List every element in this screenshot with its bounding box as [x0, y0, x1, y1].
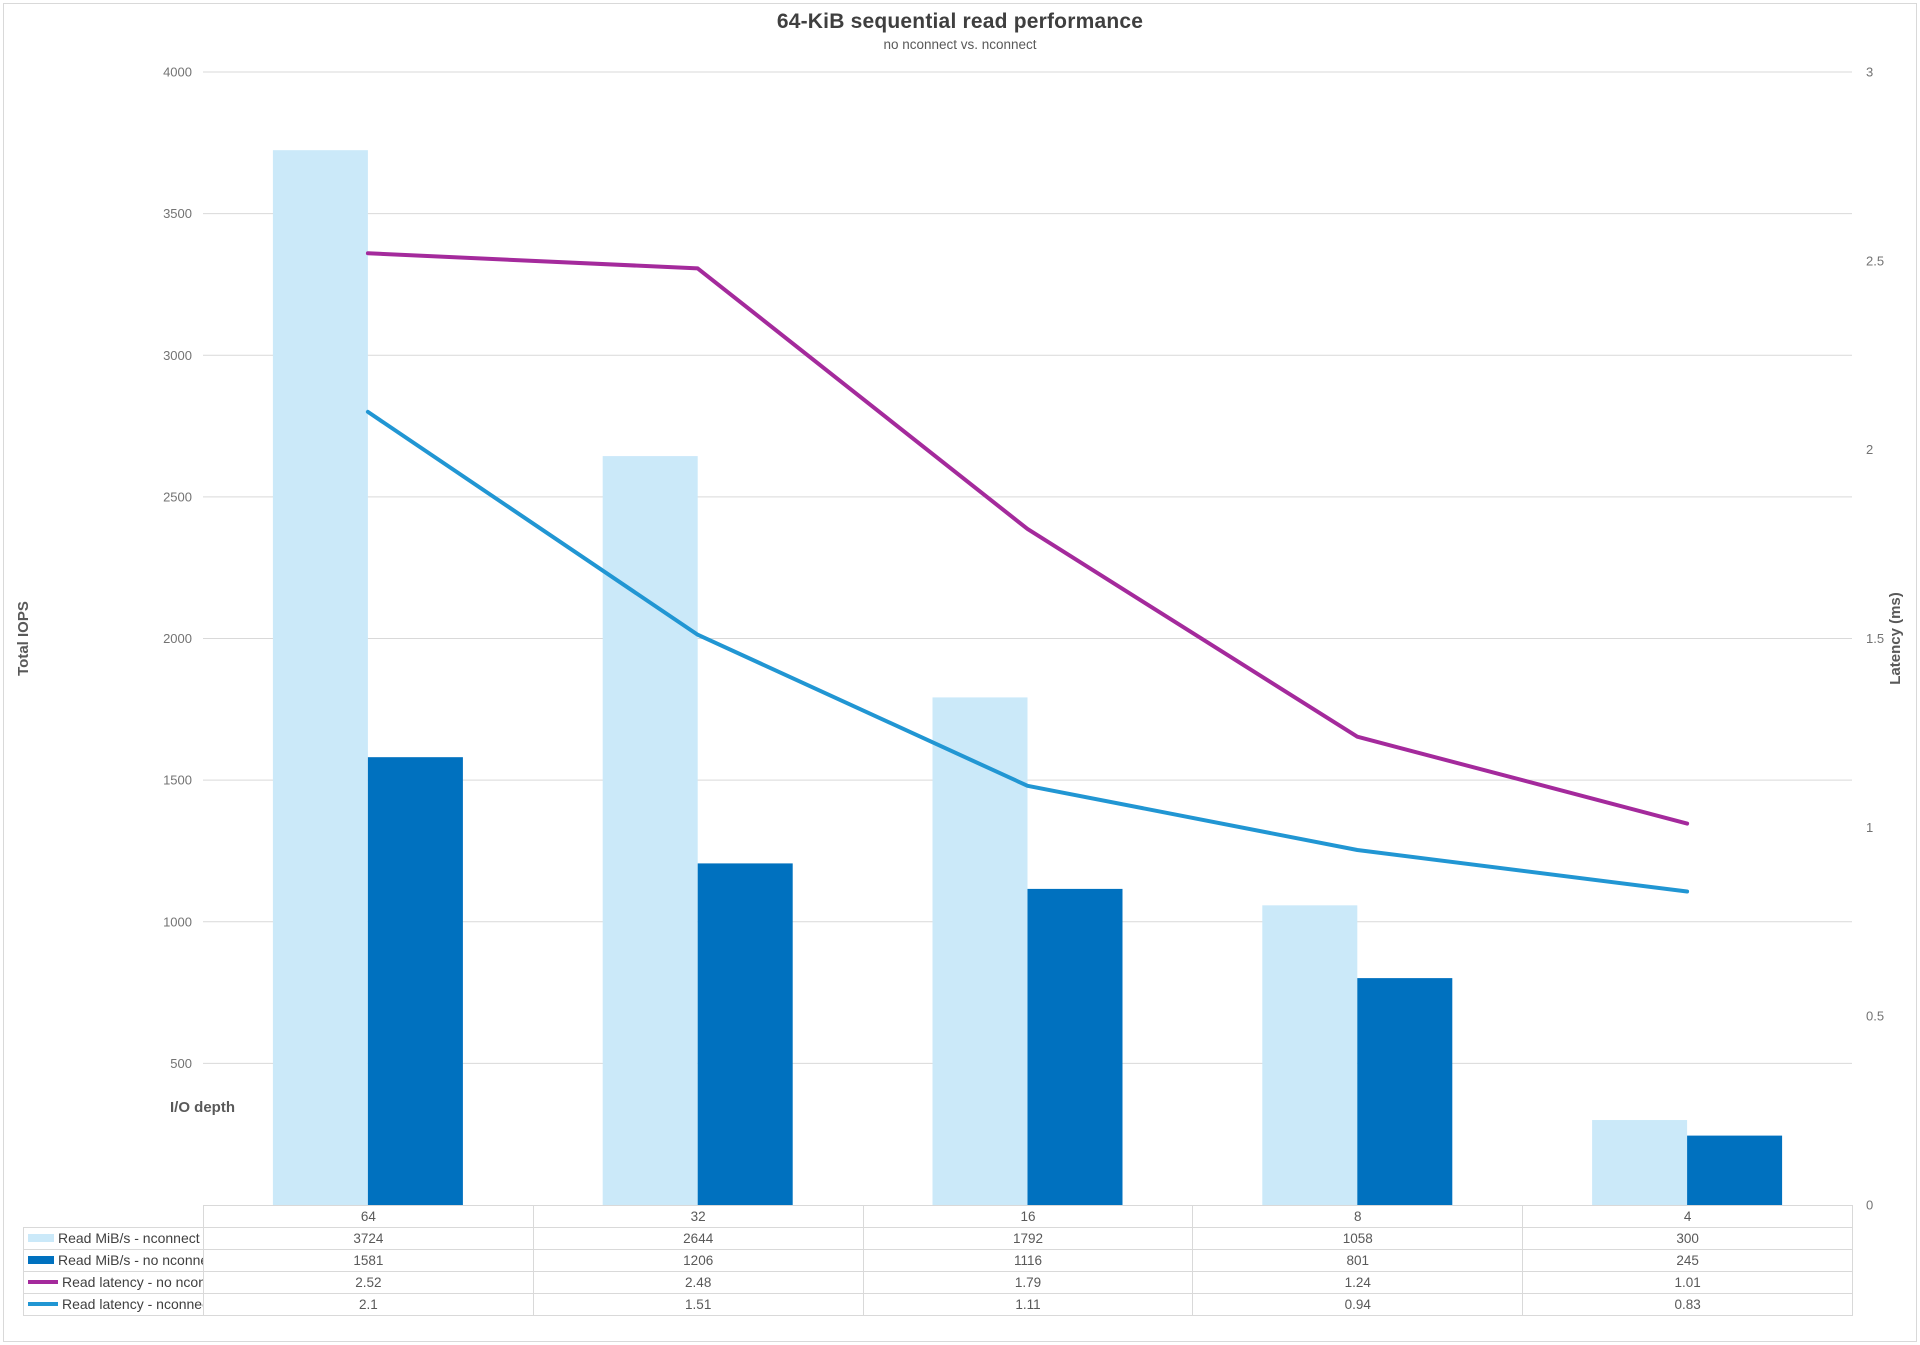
table-value-cell: 2.1: [203, 1293, 534, 1316]
bar-read-mib-s-nconnect: [1592, 1120, 1688, 1205]
right-axis-tick: 2.5: [1866, 253, 1884, 268]
left-axis-title: Total IOPS: [8, 72, 38, 1205]
left-axis-tick: 3000: [163, 348, 192, 363]
table-value-cell: 300: [1522, 1227, 1853, 1250]
table-value-cell: 1206: [532, 1249, 864, 1272]
data-table: 64 32 16 8 4 Read MiB/s - nconnect 3724 2644 179…: [23, 1205, 1853, 1316]
table-value-cell: 2.52: [203, 1271, 534, 1294]
right-axis-tick: 3: [1866, 65, 1873, 80]
legend-swatch-read-mib-s-nconnect: [28, 1234, 54, 1243]
table-value-cell: 1.11: [862, 1293, 1194, 1316]
table-value-cell: 1.51: [532, 1293, 864, 1316]
table-value-cell: 1.01: [1522, 1271, 1853, 1294]
table-corner-blank: [24, 1206, 204, 1228]
right-axis-tick: 0.5: [1866, 1009, 1884, 1024]
left-axis-tick: 500: [170, 1056, 192, 1071]
chart-header: 64-KiB sequential read performance no nc…: [0, 10, 1920, 52]
legend-cell-read-latency-no-nconnect: Read latency - no nconnect: [23, 1271, 204, 1294]
legend-swatch-read-latency-no-nconnect: [28, 1280, 58, 1285]
legend-label: Read MiB/s - nconnect: [58, 1230, 200, 1246]
table-category-header: 8: [1192, 1205, 1524, 1228]
right-axis-tick: 0: [1866, 1198, 1873, 1213]
left-axis-tick: 4000: [163, 65, 192, 80]
legend-label: Read MiB/s - no nconnect: [58, 1252, 204, 1268]
left-axis-tick: 2500: [163, 489, 192, 504]
table-value-cell: 1116: [862, 1249, 1194, 1272]
right-axis-title-text: Latency (ms): [1886, 592, 1904, 685]
bar-read-mib-s-no-nconnect: [367, 757, 463, 1205]
line-read-latency-nconnect: [365, 409, 1690, 894]
bar-read-mib-s-nconnect: [272, 150, 368, 1205]
legend-cell-read-latency-nconnect: Read latency - nconnect: [23, 1293, 204, 1316]
table-value-cell: 1581: [203, 1249, 534, 1272]
table-row-read-latency-nconnect: Read latency - nconnect 2.1 1.51 1.11 0.94 0.…: [23, 1293, 1853, 1316]
table-value-cell: 3724: [203, 1227, 534, 1250]
table-category-header: 32: [532, 1205, 864, 1228]
left-axis-tick: 1500: [163, 773, 192, 788]
left-axis-tick: 3500: [163, 206, 192, 221]
table-value-cell: 0.94: [1192, 1293, 1524, 1316]
x-axis-title: I/O depth: [170, 1099, 235, 1116]
bar-read-mib-s-no-nconnect: [1357, 978, 1453, 1205]
table-value-cell: 1.79: [862, 1271, 1194, 1294]
legend-label: Read latency - nconnect: [62, 1296, 204, 1312]
right-axis-tick: 2: [1866, 442, 1873, 457]
legend-swatch-read-latency-nconnect: [28, 1302, 58, 1307]
bar-read-mib-s-no-nconnect: [1687, 1135, 1783, 1205]
bar-read-mib-s-nconnect: [602, 456, 698, 1205]
legend-cell-read-mib-s-no-nconnect: Read MiB/s - no nconnect: [23, 1249, 204, 1272]
table-value-cell: 245: [1522, 1249, 1853, 1272]
left-axis-tick: 2000: [163, 631, 192, 646]
legend-cell-read-mib-s-nconnect: Read MiB/s - nconnect: [23, 1227, 204, 1250]
left-axis-title-text: Total IOPS: [14, 601, 32, 676]
table-category-header: 4: [1522, 1205, 1853, 1228]
legend-label: Read latency - no nconnect: [62, 1274, 204, 1290]
table-category-header: 16: [862, 1205, 1194, 1228]
right-axis-tick: 1: [1866, 820, 1873, 835]
table-category-header: 64: [203, 1205, 534, 1228]
table-value-cell: 2644: [532, 1227, 864, 1250]
table-value-cell: 1792: [862, 1227, 1194, 1250]
bar-read-mib-s-no-nconnect: [697, 863, 793, 1205]
bar-read-mib-s-no-nconnect: [1027, 888, 1123, 1205]
table-value-cell: 2.48: [532, 1271, 864, 1294]
chart-subtitle: no nconnect vs. nconnect: [883, 37, 1037, 52]
bar-read-mib-s-nconnect: [1262, 905, 1358, 1205]
chart-title: 64-KiB sequential read performance: [776, 10, 1144, 33]
legend-swatch-read-mib-s-no-nconnect: [28, 1256, 54, 1265]
right-axis-title: Latency (ms): [1880, 72, 1910, 1205]
table-value-cell: 1058: [1192, 1227, 1524, 1250]
table-row-read-mib-s-no-nconnect: Read MiB/s - no nconnect 1581 1206 1116 801 2…: [23, 1249, 1853, 1272]
line-read-latency-no-nconnect: [365, 251, 1690, 826]
table-row-read-latency-no-nconnect: Read latency - no nconnect2.522.481.791.…: [23, 1271, 1853, 1294]
table-header-row: 64 32 16 8 4: [24, 1205, 1853, 1228]
table-row-read-mib-s-nconnect: Read MiB/s - nconnect 3724 2644 1792 1058 300: [23, 1227, 1853, 1250]
left-axis-tick: 1000: [163, 914, 192, 929]
bar-read-mib-s-nconnect: [932, 697, 1028, 1205]
table-value-cell: 1.24: [1192, 1271, 1524, 1294]
right-axis-tick: 1.5: [1866, 631, 1884, 646]
table-value-cell: 801: [1192, 1249, 1524, 1272]
table-value-cell: 0.83: [1522, 1293, 1853, 1316]
